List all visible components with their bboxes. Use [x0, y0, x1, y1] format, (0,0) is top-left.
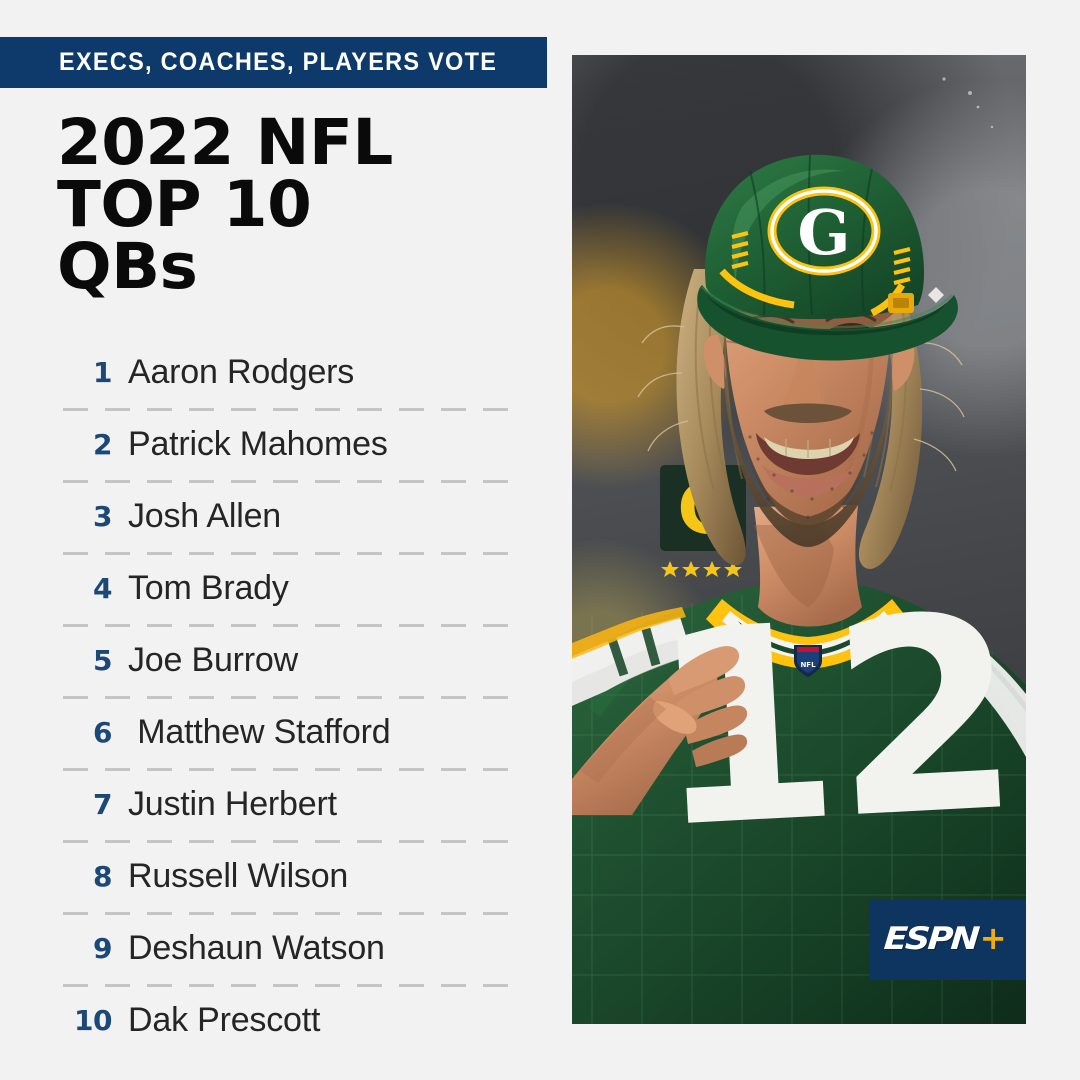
- player-name: Deshaun Watson: [128, 928, 385, 967]
- captain-stars: [661, 561, 742, 577]
- rank-number: 9: [93, 931, 112, 965]
- eyebrow-banner: EXECS, COACHES, PLAYERS VOTE: [0, 37, 547, 88]
- row-divider: [63, 912, 525, 915]
- plus-icon: +: [979, 919, 1007, 957]
- player-name: Josh Allen: [128, 496, 281, 535]
- player-name: Aaron Rodgers: [128, 352, 355, 391]
- ranking-list: 1 Aaron Rodgers 2 Patrick Mahomes 3 Josh…: [63, 336, 525, 1056]
- list-item: 2 Patrick Mahomes: [63, 408, 525, 480]
- list-item: 9 Deshaun Watson: [63, 912, 525, 984]
- rank-number: 5: [93, 643, 112, 677]
- row-divider: [63, 552, 525, 555]
- row-divider: [63, 408, 525, 411]
- rank-number: 7: [93, 787, 112, 821]
- list-item: 6 Matthew Stafford: [63, 696, 525, 768]
- player-name: Russell Wilson: [128, 856, 349, 895]
- player-name: Patrick Mahomes: [128, 424, 388, 463]
- page-title-line-1: 2022 NFL: [57, 106, 393, 179]
- list-item: 8 Russell Wilson: [63, 840, 525, 912]
- row-divider: [63, 768, 525, 771]
- rank-number: 10: [74, 1003, 112, 1037]
- player-name: Tom Brady: [128, 568, 289, 607]
- list-item: 1 Aaron Rodgers: [63, 336, 525, 408]
- list-item: 10 Dak Prescott: [63, 984, 525, 1056]
- rank-number: 1: [93, 355, 112, 389]
- cap-gold-accents: [719, 231, 914, 317]
- espn-plus-logo[interactable]: ESPN +: [870, 900, 1026, 980]
- player-name: Dak Prescott: [128, 1000, 321, 1039]
- list-item: 7 Justin Herbert: [63, 768, 525, 840]
- player-figure-illustration: NFL C 12: [572, 77, 1026, 1024]
- rank-number: 6: [93, 715, 112, 749]
- player-name: Matthew Stafford: [128, 712, 391, 751]
- list-item: 4 Tom Brady: [63, 552, 525, 624]
- nfl-shield-badge: NFL: [794, 645, 822, 677]
- list-item: 5 Joe Burrow: [63, 624, 525, 696]
- svg-text:NFL: NFL: [800, 661, 816, 669]
- page-title-line-2: TOP 10: [57, 168, 312, 241]
- player-photo: NFL C 12: [572, 55, 1026, 1024]
- page-title: 2022 NFL TOP 10 QBs: [57, 106, 567, 303]
- rank-number: 2: [93, 427, 112, 461]
- player-name: Justin Herbert: [128, 784, 337, 823]
- eyebrow-label: EXECS, COACHES, PLAYERS VOTE: [59, 48, 498, 76]
- row-divider: [63, 984, 525, 987]
- page-title-line-3: QBs: [57, 230, 198, 303]
- player-name: Joe Burrow: [128, 640, 298, 679]
- rank-number: 3: [93, 499, 112, 533]
- row-divider: [63, 840, 525, 843]
- espn-plus-logo-inner: ESPN +: [883, 919, 1007, 957]
- svg-text:G: G: [798, 196, 851, 269]
- row-divider: [63, 480, 525, 483]
- packers-g-logo: G: [767, 186, 881, 276]
- list-item: 3 Josh Allen: [63, 480, 525, 552]
- row-divider: [63, 696, 525, 699]
- espn-wordmark: ESPN: [882, 921, 980, 957]
- rank-number: 8: [93, 859, 112, 893]
- rank-number: 4: [93, 571, 112, 605]
- row-divider: [63, 624, 525, 627]
